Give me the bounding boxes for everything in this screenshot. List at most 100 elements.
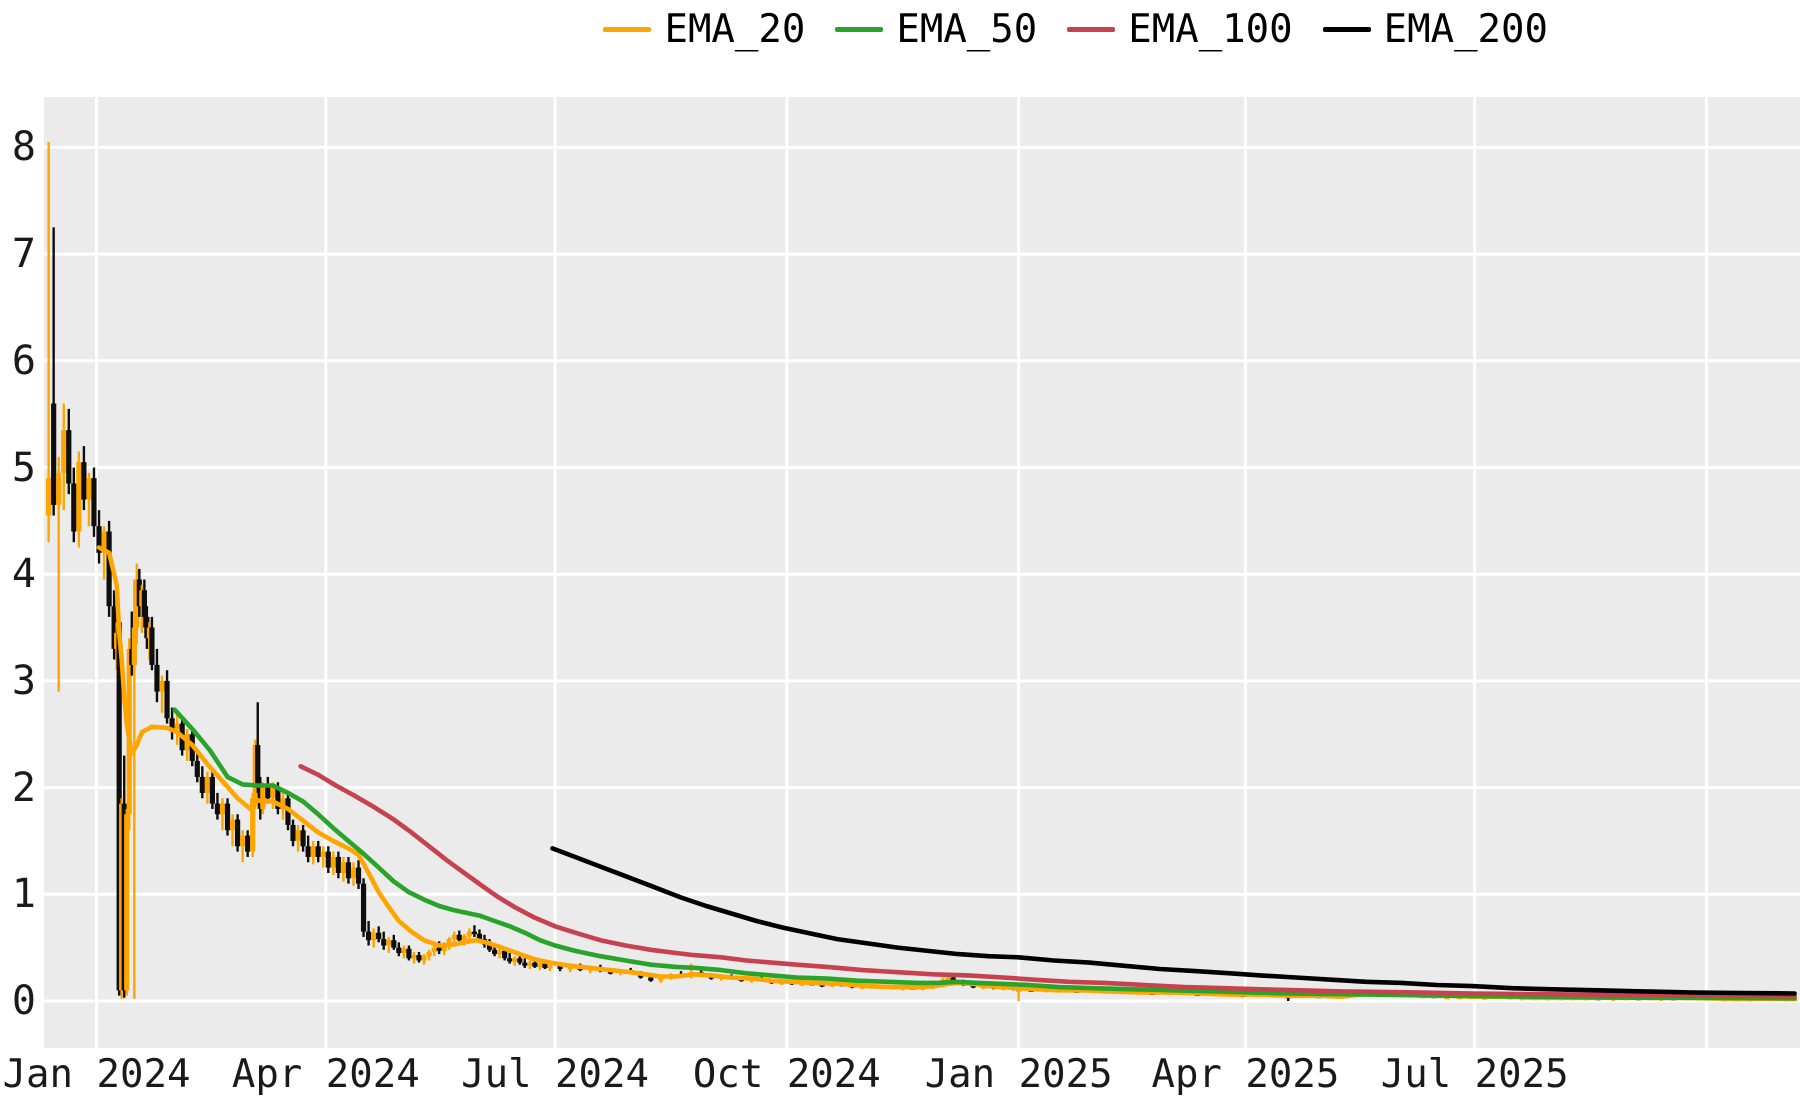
candle-body bbox=[547, 965, 553, 969]
candle-body bbox=[446, 939, 452, 945]
candle-body bbox=[169, 718, 175, 729]
candle-body bbox=[209, 776, 215, 804]
candle-body bbox=[335, 856, 341, 873]
legend-label-ema-50: EMA_50 bbox=[896, 7, 1038, 52]
candle-body bbox=[320, 851, 326, 857]
candle-body bbox=[61, 430, 67, 473]
candle-body bbox=[371, 932, 377, 941]
candle-body bbox=[111, 606, 117, 649]
candle-body bbox=[66, 430, 72, 484]
candle-body bbox=[330, 856, 336, 868]
candle-body bbox=[532, 962, 538, 967]
candle-body bbox=[280, 798, 286, 809]
candle-body bbox=[194, 760, 200, 777]
candle-body bbox=[970, 984, 976, 988]
candle-body bbox=[174, 723, 180, 729]
candle-body bbox=[466, 931, 472, 936]
candle-body bbox=[527, 962, 533, 966]
x-tick-label: Apr 2025 bbox=[1151, 1052, 1340, 1097]
legend-label-ema-200: EMA_200 bbox=[1383, 7, 1548, 52]
candle-body bbox=[51, 403, 57, 505]
candle-body bbox=[81, 462, 87, 500]
candle-body bbox=[355, 867, 362, 884]
candle-body bbox=[406, 948, 412, 959]
legend-item-ema-100: EMA_100 bbox=[1067, 7, 1293, 52]
candle-body bbox=[476, 933, 483, 940]
candle-body bbox=[542, 963, 548, 968]
candle-body bbox=[141, 590, 147, 617]
candle-body bbox=[240, 835, 246, 847]
candle-body bbox=[124, 814, 130, 991]
ema-line-ema_100 bbox=[298, 763, 1797, 999]
candle-body bbox=[91, 478, 97, 527]
candle-body bbox=[471, 931, 478, 935]
candle-body bbox=[345, 862, 352, 879]
candle-body bbox=[164, 680, 170, 719]
y-tick-label: 4 bbox=[11, 551, 36, 598]
candle-body bbox=[340, 862, 347, 873]
ema-lines bbox=[96, 545, 1797, 1002]
candle-body bbox=[270, 787, 276, 799]
candle-body bbox=[360, 883, 367, 932]
candle-body bbox=[441, 944, 447, 951]
candle-body bbox=[522, 962, 528, 966]
gridlines bbox=[44, 97, 1800, 1048]
candle-body bbox=[245, 835, 251, 852]
candle-body bbox=[381, 939, 387, 946]
candle-body bbox=[391, 940, 397, 948]
legend-item-ema-50: EMA_50 bbox=[835, 10, 1037, 49]
candle-body bbox=[131, 627, 137, 665]
candle-body bbox=[416, 955, 422, 961]
legend-label-ema-100: EMA_100 bbox=[1128, 7, 1293, 52]
candle-body bbox=[159, 680, 165, 692]
candle-body bbox=[46, 478, 52, 516]
candle-body bbox=[491, 949, 498, 955]
y-tick-label: 3 bbox=[11, 657, 36, 704]
candle-body bbox=[250, 798, 256, 852]
candle-body bbox=[350, 867, 357, 879]
candle-body bbox=[366, 931, 372, 941]
candle-body bbox=[86, 478, 92, 500]
candle-body bbox=[295, 830, 301, 841]
ema-line-ema_50 bbox=[172, 707, 1797, 1001]
candle-body bbox=[300, 830, 306, 847]
y-tick-label: 6 bbox=[11, 337, 36, 384]
ema-line-ema_200 bbox=[550, 846, 1797, 996]
candle-body bbox=[431, 947, 437, 952]
legend: EMA_20 EMA_50 EMA_100 EMA_200 bbox=[603, 10, 1548, 49]
candle-body bbox=[411, 955, 417, 959]
candle-body bbox=[396, 947, 402, 953]
candle-body bbox=[255, 744, 261, 788]
x-tick-label: Jan 2025 bbox=[924, 1052, 1113, 1097]
candle-body bbox=[386, 940, 392, 946]
candle-body bbox=[199, 776, 205, 793]
candle-body bbox=[517, 958, 523, 963]
candle-body bbox=[502, 950, 508, 959]
legend-item-ema-200: EMA_200 bbox=[1322, 7, 1548, 52]
candle-body bbox=[658, 977, 664, 981]
legend-label-ema-20: EMA_20 bbox=[664, 7, 806, 52]
candle-body bbox=[154, 664, 160, 692]
ema-20-line-swatch bbox=[603, 27, 652, 32]
candle-body bbox=[401, 948, 407, 953]
candle-body bbox=[512, 958, 518, 962]
ema-50-line-swatch bbox=[835, 27, 884, 32]
candle-body bbox=[275, 787, 281, 809]
candle-body bbox=[945, 977, 951, 981]
candle-body bbox=[497, 950, 503, 955]
candle-body bbox=[204, 776, 210, 793]
candle-body bbox=[290, 824, 296, 841]
candle-body bbox=[305, 846, 311, 857]
candle-body bbox=[1016, 989, 1022, 992]
candle-body bbox=[557, 965, 563, 969]
candle-body bbox=[310, 846, 316, 857]
candle-body bbox=[101, 531, 107, 553]
x-tick-label: Jan 2024 bbox=[2, 1052, 191, 1097]
candle-body bbox=[325, 851, 331, 868]
candle-body bbox=[229, 819, 236, 831]
candle-body bbox=[76, 462, 82, 532]
candle-body bbox=[149, 627, 155, 665]
candle-body bbox=[265, 787, 271, 799]
